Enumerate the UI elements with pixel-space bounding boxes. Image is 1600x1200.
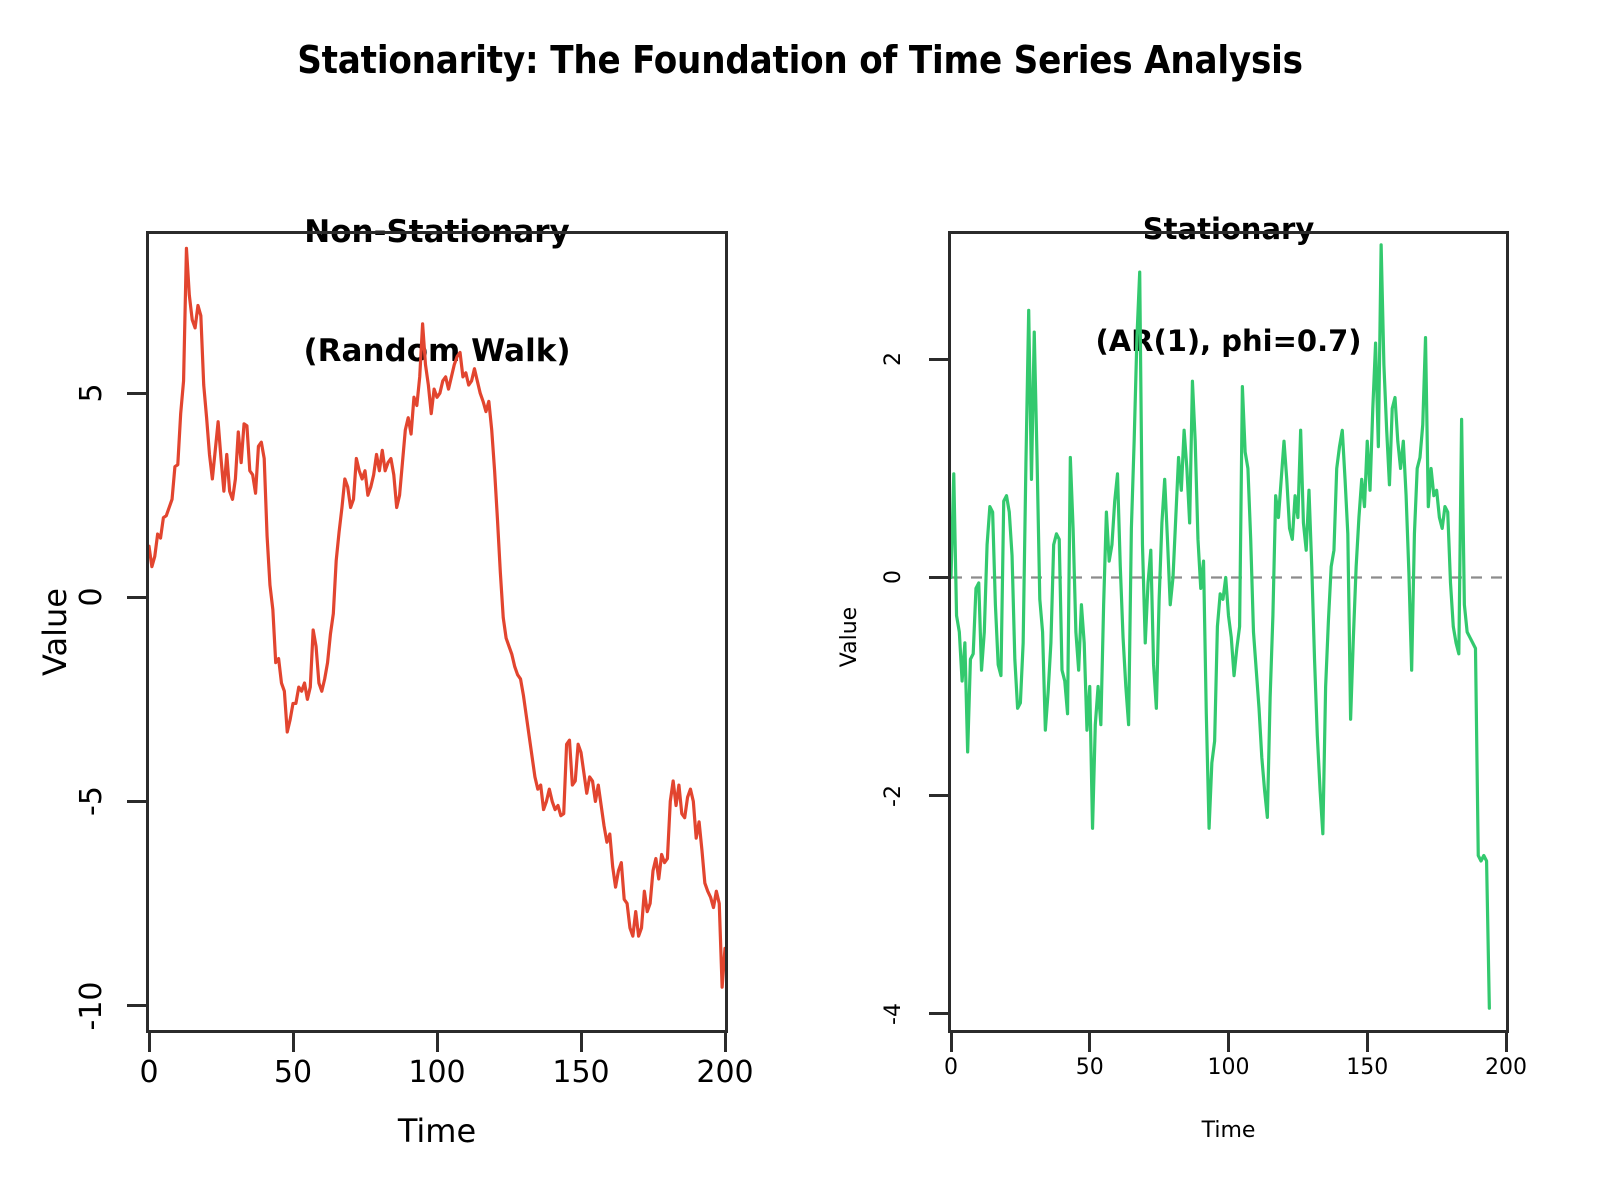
x-axis-tick bbox=[579, 1033, 583, 1052]
plot-area-right bbox=[948, 231, 1509, 1033]
x-axis-tick bbox=[949, 1033, 953, 1052]
y-axis-tick bbox=[929, 1012, 948, 1016]
series-svg-right bbox=[951, 243, 1506, 1010]
x-axis-tick bbox=[147, 1033, 151, 1052]
x-axis-tick-label: 100 bbox=[408, 1055, 466, 1090]
x-axis-label-left: Time bbox=[397, 1112, 477, 1150]
y-axis-tick-label: -5 bbox=[74, 786, 109, 817]
page-title: Stationarity: The Foundation of Time Ser… bbox=[297, 38, 1303, 82]
series-svg-left bbox=[149, 246, 725, 989]
y-axis-tick-label: 0 bbox=[74, 587, 109, 607]
x-axis-tick-label: 200 bbox=[1485, 1055, 1527, 1080]
panel-title-right-line1: Stationary bbox=[1142, 212, 1315, 247]
y-axis-label-left: Value bbox=[36, 588, 74, 676]
y-axis-tick bbox=[127, 799, 146, 803]
y-axis-tick-label: 2 bbox=[881, 352, 906, 367]
x-axis-tick bbox=[435, 1033, 439, 1052]
x-axis-tick-label: 0 bbox=[944, 1055, 958, 1080]
x-axis-tick-label: 150 bbox=[1346, 1055, 1389, 1080]
ar1-line bbox=[951, 243, 1491, 1010]
plot-area-left bbox=[146, 231, 728, 1033]
panel-title-right: Stationary (AR(1), phi=0.7) bbox=[948, 137, 1509, 434]
x-axis-tick-label: 50 bbox=[273, 1055, 313, 1090]
y-axis-tick bbox=[127, 1004, 146, 1007]
x-axis-tick bbox=[1088, 1033, 1092, 1052]
y-axis-tick bbox=[929, 794, 948, 798]
y-axis-tick-label: -10 bbox=[74, 981, 109, 1030]
x-axis-tick bbox=[1504, 1033, 1508, 1052]
x-axis-tick-label: 150 bbox=[552, 1055, 610, 1090]
x-axis-tick bbox=[291, 1033, 295, 1052]
x-axis-tick bbox=[1227, 1033, 1230, 1052]
y-axis-tick bbox=[929, 357, 948, 361]
random-walk-line bbox=[149, 246, 725, 989]
x-axis-tick bbox=[1365, 1033, 1369, 1052]
panel-title-right-line2: (AR(1), phi=0.7) bbox=[1095, 323, 1362, 358]
y-axis-tick-label: 0 bbox=[881, 570, 906, 585]
x-axis-tick-label: 200 bbox=[696, 1055, 754, 1090]
y-axis-tick bbox=[127, 391, 146, 395]
y-axis-tick-label: -4 bbox=[881, 1002, 906, 1025]
x-axis-tick-label: 50 bbox=[1075, 1055, 1104, 1080]
y-axis-tick-label: -2 bbox=[881, 784, 906, 807]
x-axis-label-right: Time bbox=[1201, 1118, 1256, 1143]
y-axis-label-right: Value bbox=[837, 606, 862, 668]
x-axis-tick-label: 0 bbox=[139, 1055, 159, 1090]
x-axis-tick-label: 100 bbox=[1207, 1055, 1250, 1080]
x-axis-tick bbox=[723, 1033, 727, 1052]
y-axis-tick bbox=[929, 575, 948, 579]
panel-title-left-line2: (Random Walk) bbox=[303, 333, 571, 370]
y-axis-tick-label: 5 bbox=[74, 383, 109, 403]
y-axis-tick bbox=[127, 595, 146, 599]
